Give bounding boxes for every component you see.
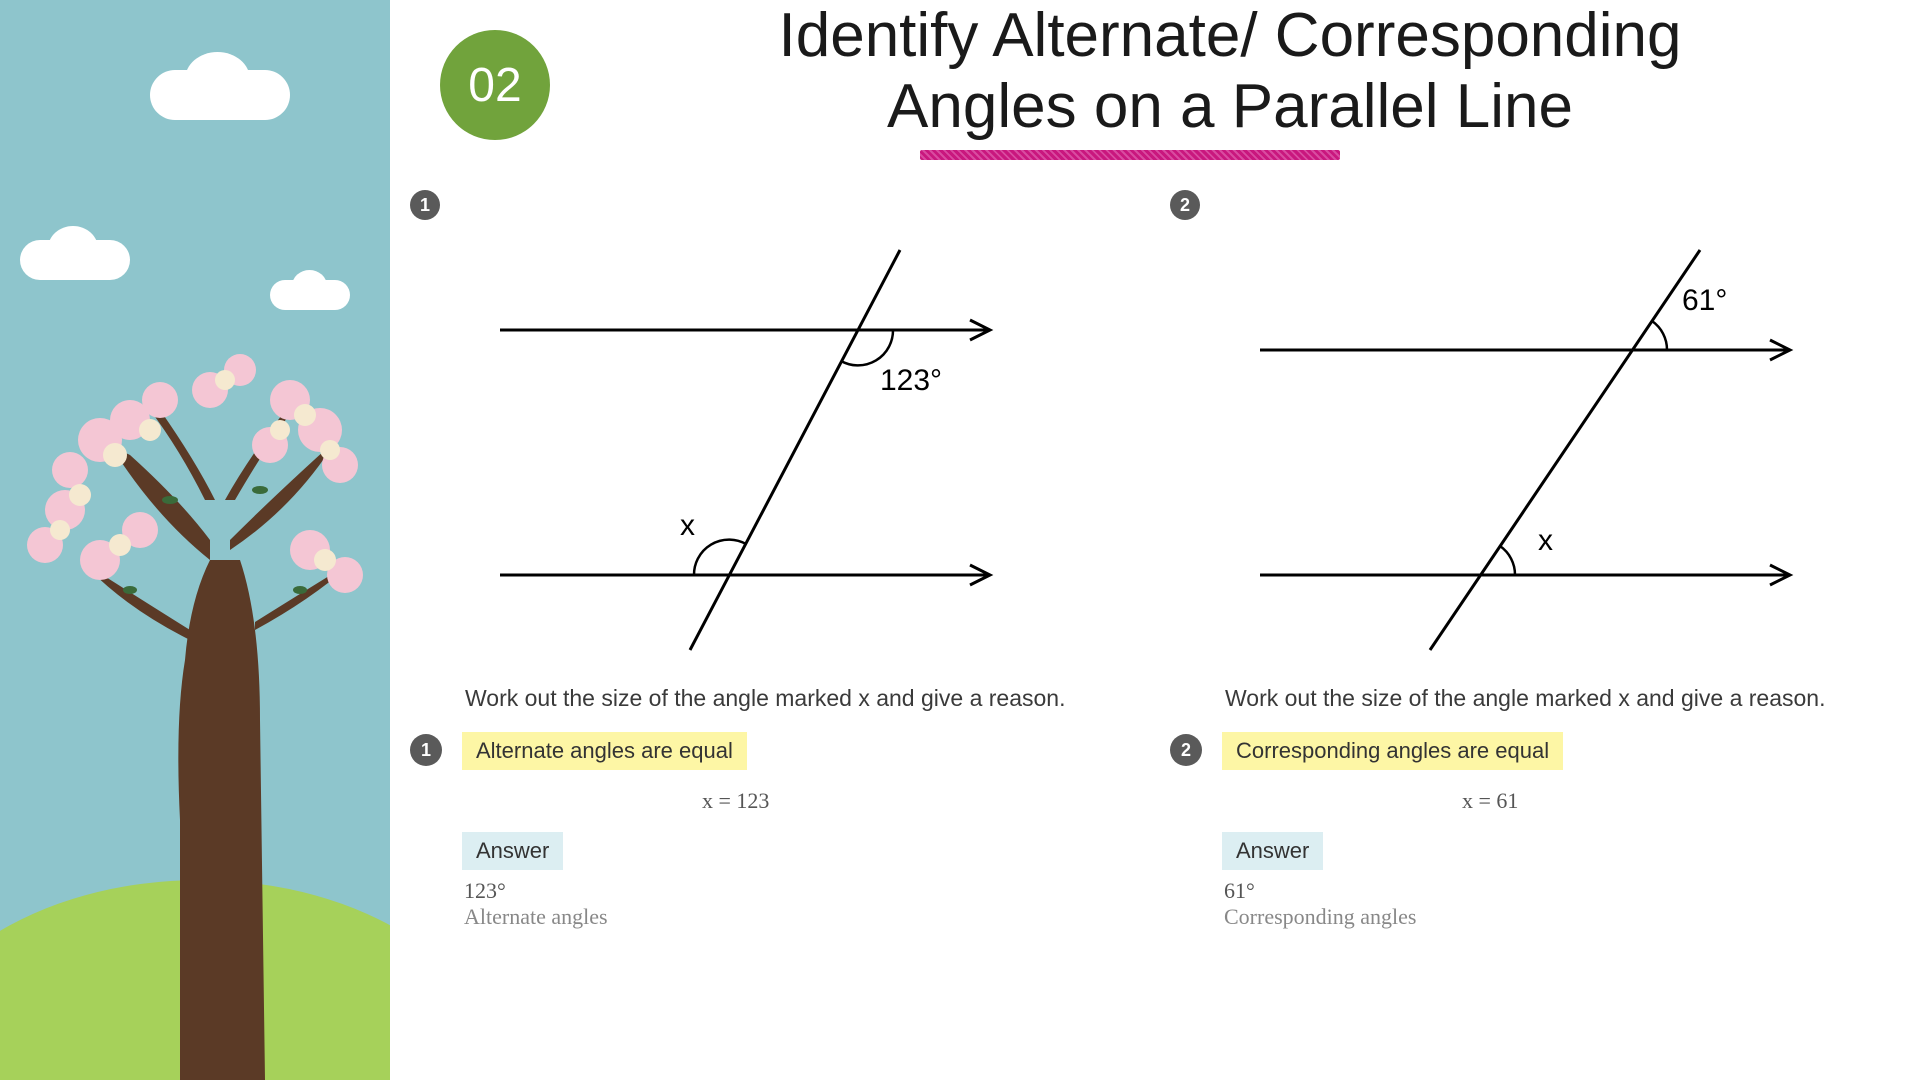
question-text: Work out the size of the angle marked x … xyxy=(1225,685,1900,712)
angle-label-x: x xyxy=(1538,524,1553,557)
answer-row: 2 Corresponding angles are equal x = 61 … xyxy=(1170,732,1900,930)
answer-block: Corresponding angles are equal x = 61 An… xyxy=(1222,732,1900,930)
answer-label: Answer xyxy=(1222,832,1323,870)
diagram-1: 123° x xyxy=(410,230,1090,660)
problem-number-badge: 2 xyxy=(1170,190,1200,220)
angle-label-123: 123° xyxy=(880,364,942,397)
slide-number: 02 xyxy=(468,58,521,113)
equation: x = 61 xyxy=(1462,788,1900,814)
answer-number-badge: 1 xyxy=(410,734,442,766)
title-line-2: Angles on a Parallel Line xyxy=(887,72,1573,141)
answer-value: 123° xyxy=(464,878,1140,904)
question-text: Work out the size of the angle marked x … xyxy=(465,685,1140,712)
problem-number: 1 xyxy=(420,195,430,216)
problem-2: 2 61° x Work out the size of the angle m… xyxy=(1170,190,1900,930)
cloud-icon xyxy=(150,70,290,120)
sidebar-illustration xyxy=(0,0,390,1080)
answer-value: 61° xyxy=(1224,878,1900,904)
answer-row: 1 Alternate angles are equal x = 123 Ans… xyxy=(410,732,1140,930)
angle-label-x: x xyxy=(680,509,695,542)
answer-number: 2 xyxy=(1181,740,1191,761)
diagram-2: 61° x xyxy=(1170,230,1850,660)
page-title: Identify Alternate/ Corresponding Angles… xyxy=(580,0,1880,143)
angle-label-61: 61° xyxy=(1682,284,1727,317)
answer-reason: Corresponding angles xyxy=(1224,904,1900,930)
tree-illustration xyxy=(10,300,380,1080)
reason-highlight: Alternate angles are equal xyxy=(462,732,747,770)
problem-number-badge: 1 xyxy=(410,190,440,220)
answer-number: 1 xyxy=(421,740,431,761)
equation: x = 123 xyxy=(702,788,1140,814)
problem-1: 1 123° x Work out the size of the angle … xyxy=(410,190,1140,930)
cloud-icon xyxy=(20,240,130,280)
problems-container: 1 123° x Work out the size of the angle … xyxy=(410,190,1900,930)
title-underline xyxy=(920,150,1340,160)
answer-reason: Alternate angles xyxy=(464,904,1140,930)
answer-number-badge: 2 xyxy=(1170,734,1202,766)
slide-number-badge: 02 xyxy=(440,30,550,140)
answer-block: Alternate angles are equal x = 123 Answe… xyxy=(462,732,1140,930)
reason-highlight: Corresponding angles are equal xyxy=(1222,732,1563,770)
title-line-1: Identify Alternate/ Corresponding xyxy=(779,1,1682,70)
problem-number: 2 xyxy=(1180,195,1190,216)
answer-label: Answer xyxy=(462,832,563,870)
